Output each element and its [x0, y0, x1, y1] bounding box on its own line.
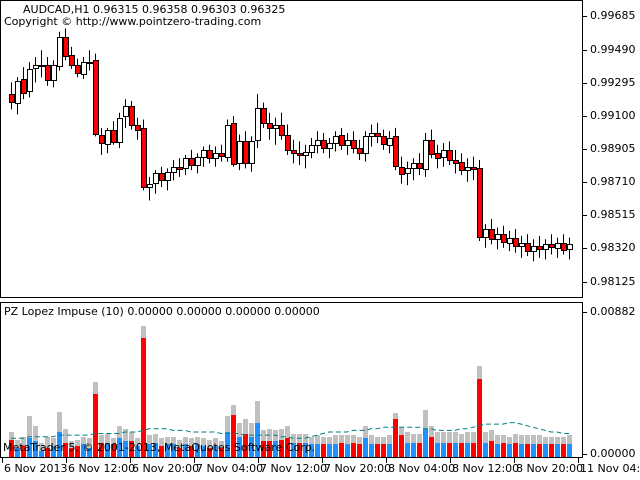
price-tick-label: 0.99490 — [583, 43, 636, 56]
price-tick-label: 0.98125 — [583, 275, 636, 288]
time-tick-label: 8 Nov 20:00 — [516, 462, 584, 475]
price-scale-axis[interactable]: 0.99685 0.99490 0.99295 0.99100 0.98905 0.987… — [583, 0, 640, 298]
price-tick-label: 0.99295 — [583, 76, 636, 89]
price-tick-label: 0.98710 — [583, 176, 636, 188]
indicator-tick-label: 0.00882 — [583, 306, 636, 318]
indicator-panel[interactable]: PZ Lopez Impuse (10) 0.00000 0.00000 0.0… — [0, 302, 583, 458]
time-tick-mark — [2, 458, 3, 463]
candlestick-series — [9, 28, 573, 262]
time-tick-mark — [194, 458, 195, 463]
price-tick-label: 0.98905 — [583, 143, 636, 155]
time-tick-mark — [578, 458, 579, 463]
time-tick-mark — [258, 458, 259, 463]
candlestick-plot-area[interactable] — [1, 1, 582, 297]
time-tick-label: 8 Nov 12:00 — [452, 462, 520, 475]
time-tick-label: 6 Nov 20:00 — [132, 462, 200, 475]
time-tick-mark — [322, 458, 323, 463]
indicator-title-label: PZ Lopez Impuse (10) 0.00000 0.00000 0.0… — [4, 305, 320, 318]
indicator-series — [9, 326, 572, 457]
time-tick-mark — [66, 458, 67, 463]
copyright-label: Copyright © http://www.pointzero-trading… — [4, 15, 262, 28]
indicator-histogram-plot-area[interactable] — [1, 303, 582, 457]
time-tick-label: 6 Nov 12:00 — [68, 462, 136, 475]
time-tick-mark — [386, 458, 387, 463]
time-tick-label: 6 Nov 2013 — [4, 462, 68, 475]
time-tick-label: 7 Nov 04:00 — [196, 462, 264, 475]
price-chart-panel[interactable]: AUDCAD,H1 0.96315 0.96358 0.96303 0.9632… — [0, 0, 583, 298]
time-tick-label: 11 Nov 04:00 — [580, 462, 640, 475]
time-tick-label: 7 Nov 20:00 — [324, 462, 392, 475]
time-tick-mark — [450, 458, 451, 463]
time-scale-axis[interactable]: 6 Nov 2013 6 Nov 12:00 6 Nov 20:00 7 Nov 04… — [0, 458, 640, 480]
price-tick-label: 0.98320 — [583, 242, 636, 254]
indicator-scale-axis[interactable]: 0.00882 0.00000 — [583, 302, 640, 460]
price-tick-label: 0.98515 — [583, 209, 636, 221]
price-tick-label: 0.99100 — [583, 109, 636, 122]
indicator-tick-label: 0.00000 — [583, 448, 636, 460]
time-tick-mark — [130, 458, 131, 463]
time-tick-label: 7 Nov 12:00 — [260, 462, 328, 475]
time-tick-label: 8 Nov 04:00 — [388, 462, 456, 475]
price-tick-label: 0.99685 — [583, 10, 636, 22]
time-tick-mark — [514, 458, 515, 463]
symbol-ohlc-label: AUDCAD,H1 0.96315 0.96358 0.96303 0.9632… — [23, 3, 286, 16]
